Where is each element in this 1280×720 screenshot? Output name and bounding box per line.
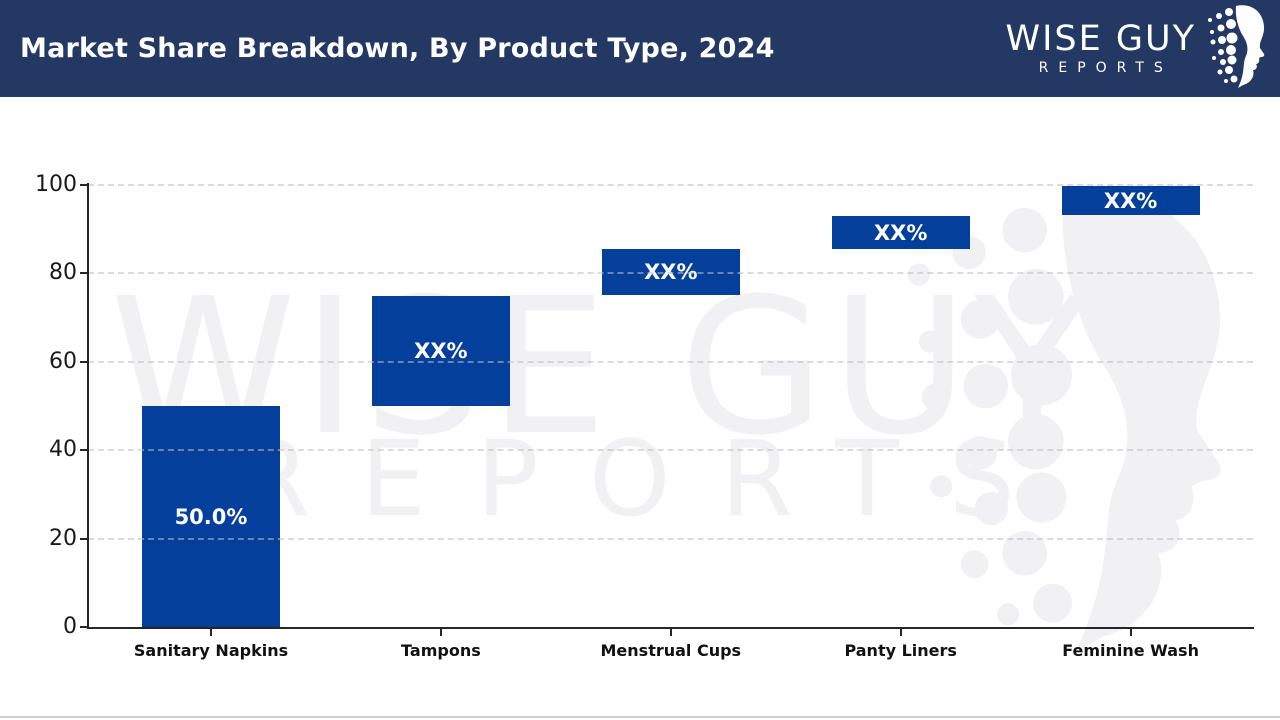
bar-value-label: XX% xyxy=(873,220,928,245)
bar-menstrual-cups: XX% xyxy=(601,249,740,296)
gridline-80 xyxy=(88,272,1253,275)
x-axis-spine xyxy=(87,627,1254,629)
category-label-panty-liners: Panty Liners xyxy=(844,641,957,660)
x-tick-2 xyxy=(669,629,672,636)
gridline-60 xyxy=(88,360,1253,363)
watermark-face-profile-dots-icon xyxy=(852,180,1242,674)
y-tick-label-0: 0 xyxy=(63,614,77,639)
x-tick-4 xyxy=(1129,629,1132,636)
bar-value-label: XX% xyxy=(644,260,698,285)
y-tick-label-40: 40 xyxy=(49,437,77,463)
watermark-reports-text: REPORTS xyxy=(238,418,1065,540)
wise-guy-reports-logo: WISE GUY REPORTS xyxy=(1005,3,1280,95)
bar-value-label: XX% xyxy=(1103,188,1158,213)
y-tick-40 xyxy=(80,449,87,452)
bar-feminine-wash: XX% xyxy=(1061,186,1200,216)
bar-sanitary-napkins: 50.0% xyxy=(142,406,280,627)
gridline-100 xyxy=(88,184,1253,186)
y-tick-label-80: 80 xyxy=(49,260,77,286)
category-label-sanitary-napkins: Sanitary Napkins xyxy=(133,641,289,660)
x-tick-1 xyxy=(439,629,442,636)
y-tick-20 xyxy=(80,537,87,540)
x-tick-3 xyxy=(899,629,902,636)
category-label-tampons: Tampons xyxy=(401,641,481,660)
y-tick-0 xyxy=(80,626,87,628)
y-axis-spine xyxy=(87,183,89,629)
y-tick-label-100: 100 xyxy=(35,172,77,197)
logo-text: WISE GUY REPORTS xyxy=(1005,19,1196,76)
logo-reports-text: REPORTS xyxy=(1038,60,1173,76)
y-tick-80 xyxy=(80,272,87,275)
y-tick-label-20: 20 xyxy=(49,525,77,551)
figure-bottom-border xyxy=(0,716,1280,718)
page-title: Market Share Breakdown, By Product Type,… xyxy=(20,33,775,64)
header-bar: Market Share Breakdown, By Product Type,… xyxy=(0,0,1280,97)
bar-panty-liners: XX% xyxy=(831,216,970,250)
bar-value-label: XX% xyxy=(414,338,468,363)
y-tick-100 xyxy=(80,184,87,186)
bar-value-label: 50.0% xyxy=(174,504,248,529)
face-profile-dots-icon xyxy=(1200,3,1266,95)
category-label-menstrual-cups: Menstrual Cups xyxy=(600,641,742,660)
bar-tampons: XX% xyxy=(371,295,510,406)
y-tick-60 xyxy=(80,360,87,363)
logo-wise-guy-text: WISE GUY xyxy=(1005,19,1196,59)
y-tick-label-60: 60 xyxy=(49,348,77,374)
gridline-40 xyxy=(88,449,1253,452)
x-tick-0 xyxy=(210,629,212,636)
category-label-feminine-wash: Feminine Wash xyxy=(1062,641,1199,660)
gridline-20 xyxy=(88,537,1253,540)
